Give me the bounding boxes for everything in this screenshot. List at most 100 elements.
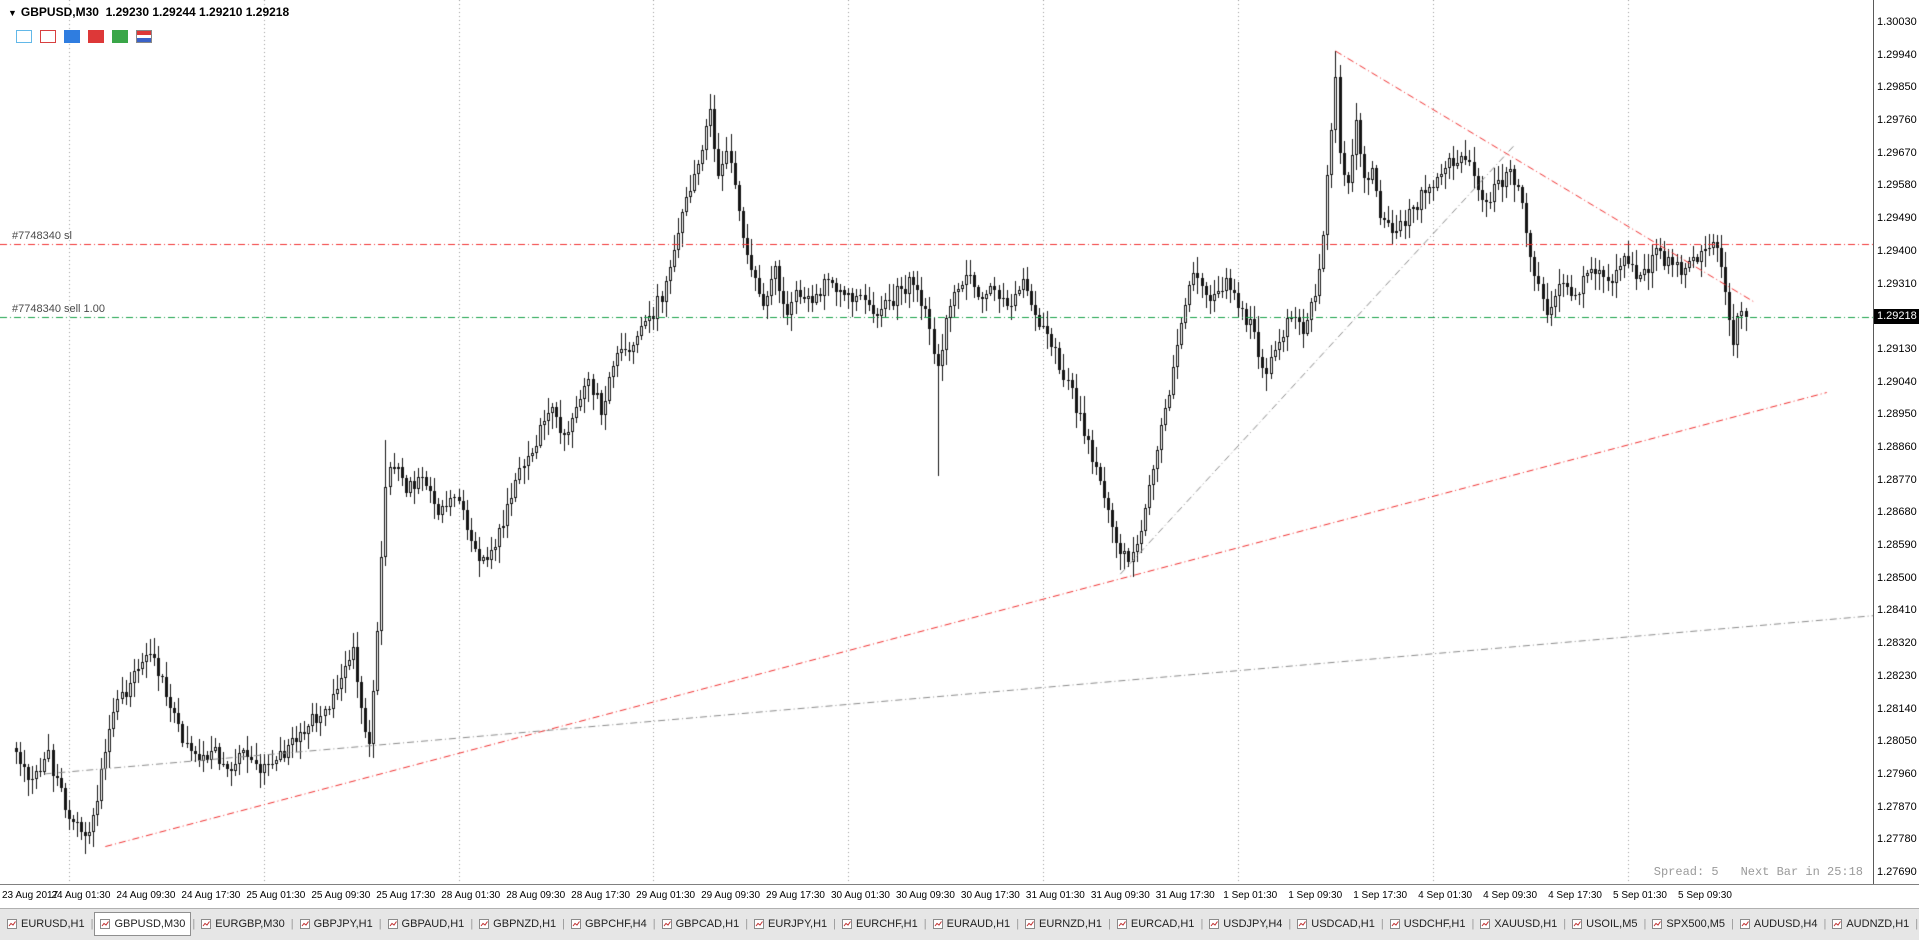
stop-loss-order-label[interactable]: #7748340 sl (12, 229, 72, 242)
tab-label: USDCAD,H1 (1311, 918, 1375, 930)
time-axis-label: 5 Sep 01:30 (1613, 890, 1667, 901)
chart-tab-gbpaud[interactable]: GBPAUD,H1 (383, 912, 470, 936)
swatch-button-outline-blue[interactable] (16, 30, 32, 43)
chart-tab-gbpnzd[interactable]: GBPNZD,H1 (474, 912, 561, 936)
price-axis-label: 1.29580 (1877, 179, 1917, 192)
time-axis-label: 30 Aug 01:30 (830, 890, 890, 901)
tab-label: GBPAUD,H1 (401, 918, 465, 930)
tab-label: GBPCHF,H4 (585, 918, 647, 930)
ohlc-values: 1.29230 1.29244 1.29210 1.29218 (105, 5, 290, 19)
price-axis-label: 1.28860 (1877, 441, 1917, 453)
mini-chart-icon (1739, 919, 1750, 929)
chart-tab-eurchf[interactable]: EURCHF,H1 (837, 912, 923, 936)
flag-stripe (137, 34, 151, 39)
chart-tab-usoil[interactable]: USOIL,M5 (1567, 912, 1642, 936)
flag-stripe (137, 38, 151, 43)
price-axis-label: 1.28050 (1877, 735, 1917, 748)
swatch-button-green[interactable] (112, 30, 128, 43)
time-axis-label: 5 Sep 09:30 (1677, 890, 1732, 901)
chart-tab-eurusd[interactable]: EURUSD,H1 (2, 912, 90, 936)
mini-chart-icon (1209, 919, 1220, 929)
tab-separator: | (1108, 918, 1111, 930)
tab-separator: | (290, 918, 294, 930)
price-axis-label: 1.29940 (1877, 48, 1917, 61)
mini-chart-icon (1389, 919, 1400, 929)
tab-separator: | (192, 918, 196, 930)
price-axis-label: 1.29490 (1877, 212, 1917, 225)
tab-separator: | (1288, 918, 1292, 930)
tab-separator: | (1200, 918, 1204, 930)
symbol-dropdown-icon[interactable]: ▼ (8, 8, 17, 18)
price-axis-label: 1.28770 (1877, 473, 1917, 486)
swatch-button-blue[interactable] (64, 30, 80, 43)
time-axis-label: 24 Aug 17:30 (181, 890, 241, 901)
chart-tab-eurcad[interactable]: EURCAD,H1 (1112, 912, 1200, 936)
chart-tab-eurjpy[interactable]: EURJPY,H1 (749, 912, 832, 936)
price-axis[interactable]: 1.29218 1.30030 1.29940 1.29850 1.29760 1.29… (1873, 0, 1919, 884)
mini-chart-icon (1572, 919, 1583, 929)
mini-chart-icon (1116, 919, 1127, 929)
chart-tab-eurnzd[interactable]: EURNZD,H1 (1020, 912, 1107, 936)
tab-label: SPX500,M5 (1666, 918, 1726, 930)
chart-tab-usdjpy[interactable]: USDJPY,H4 (1204, 912, 1287, 936)
chart-tab-usdchf[interactable]: USDCHF,H1 (1385, 912, 1471, 936)
time-axis-label: 25 Aug 17:30 (376, 890, 436, 901)
price-axis-label: 1.27870 (1877, 800, 1917, 813)
chart-tab-usdcad[interactable]: USDCAD,H1 (1292, 912, 1380, 936)
chart-tab-gbpusd[interactable]: GBPUSD,M30 (94, 912, 192, 936)
chart-tab-gbpjpy[interactable]: GBPJPY,H1 (295, 912, 378, 936)
price-axis-label: 1.29760 (1877, 114, 1917, 127)
time-axis-label: 24 Aug 09:30 (116, 890, 176, 901)
sell-position-label[interactable]: #7748340 sell 1.00 (12, 302, 105, 315)
swatch-button-outline-red[interactable] (40, 30, 56, 43)
mini-chart-icon (571, 919, 581, 929)
tab-label: EURGBP,M30 (215, 918, 285, 930)
time-axis-label: 1 Sep 17:30 (1353, 890, 1408, 901)
chart-tab-gbpcad[interactable]: GBPCAD,H1 (657, 912, 745, 936)
chart-tab-spx500[interactable]: SPX500,M5 (1647, 912, 1730, 936)
tab-label: EURNZD,H1 (1039, 918, 1102, 930)
tab-separator: | (1915, 918, 1919, 930)
chart-tab-audusd[interactable]: AUDUSD,H4 (1735, 912, 1823, 936)
candlestick-chart[interactable] (0, 0, 1873, 884)
time-axis-label: 28 Aug 09:30 (506, 890, 566, 901)
chart-tab-euraud[interactable]: EURAUD,H1 (928, 912, 1016, 936)
tab-separator: | (1731, 918, 1734, 930)
mini-chart-icon (932, 919, 943, 929)
tab-separator: | (652, 918, 656, 930)
chart-tab-gbpchf[interactable]: GBPCHF,H4 (566, 912, 652, 936)
mini-chart-icon (299, 919, 310, 929)
tab-label: EURJPY,H1 (768, 918, 828, 930)
price-axis-label: 1.28680 (1877, 506, 1917, 519)
time-axis-label: 24 Aug 01:30 (51, 890, 111, 901)
chart-tab-eurgbp[interactable]: EURGBP,M30 (196, 912, 290, 936)
swatch-button-red[interactable] (88, 30, 104, 43)
mini-chart-icon (1297, 919, 1308, 929)
tab-label: GBPCAD,H1 (675, 918, 740, 930)
price-axis-label: 1.29670 (1877, 146, 1917, 159)
tab-separator: | (1380, 918, 1384, 930)
spread-text: Spread: 5 (1653, 865, 1719, 879)
time-axis-label: 29 Aug 09:30 (701, 890, 761, 901)
price-axis-label: 1.30030 (1877, 16, 1917, 28)
tab-label: GBPUSD,M30 (114, 918, 186, 930)
chart-panel: ▼ GBPUSD,M30 1.29230 1.29244 1.29210 1.29… (0, 0, 1919, 884)
time-axis-label: 28 Aug 17:30 (571, 890, 631, 901)
chart-tab-xauusd[interactable]: XAUUSD,H1 (1475, 912, 1562, 936)
next-bar-countdown: Next Bar in 25:18 (1740, 865, 1863, 879)
tab-label: USDCHF,H1 (1403, 918, 1466, 930)
tab-label: EURUSD,H1 (21, 918, 85, 930)
tab-label: EURCAD,H1 (1130, 918, 1195, 930)
time-axis-label: 25 Aug 09:30 (311, 890, 371, 901)
time-axis[interactable]: 23 Aug 2017 24 Aug 01:30 24 Aug 09:30 24 Au… (0, 884, 1919, 908)
tab-label: GBPNZD,H1 (493, 918, 557, 930)
tab-label: AUDUSD,H4 (1753, 918, 1818, 930)
time-axis-label: 31 Aug 09:30 (1090, 890, 1150, 901)
time-axis-label: 1 Sep 09:30 (1288, 890, 1343, 901)
time-axis-label: 29 Aug 01:30 (636, 890, 696, 901)
swatch-button-flag[interactable] (136, 30, 152, 43)
tab-separator: | (90, 918, 94, 930)
chart-tab-audnzd[interactable]: AUDNZD,H1 (1827, 912, 1914, 936)
time-axis-label: 4 Sep 09:30 (1483, 890, 1538, 901)
